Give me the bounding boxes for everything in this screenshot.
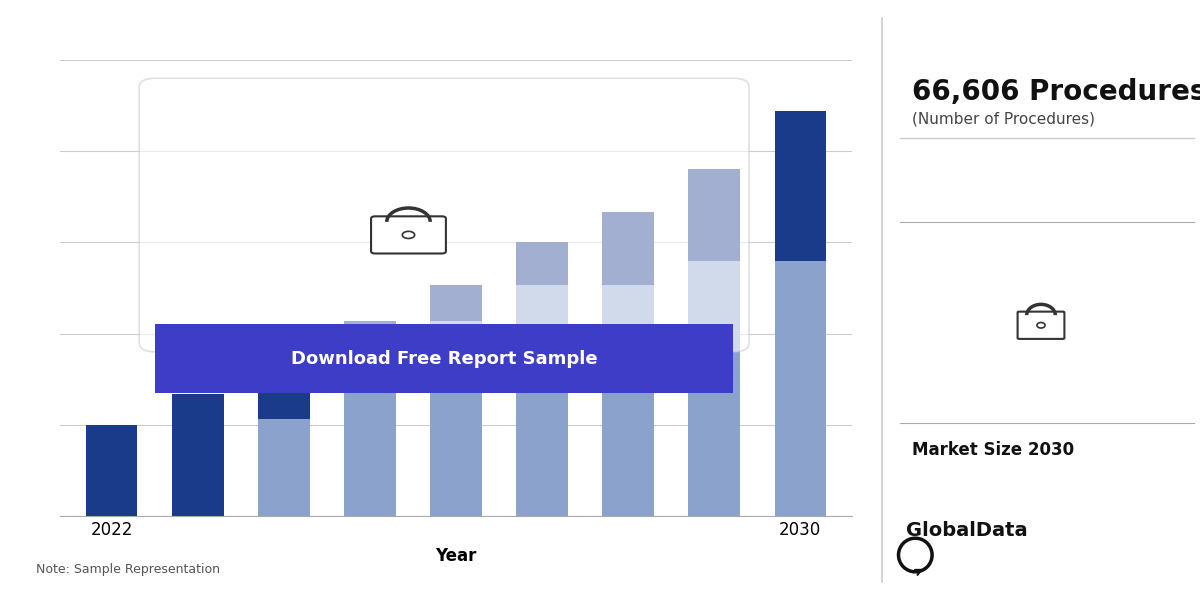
Bar [689,169,740,516]
Text: Market Size 2030: Market Size 2030 [912,441,1074,459]
Bar [774,260,826,516]
Bar [774,111,826,516]
Bar [602,285,654,516]
Bar [344,370,396,516]
Bar [344,322,396,516]
FancyBboxPatch shape [371,217,446,253]
Bar [258,364,310,516]
Bar [86,425,138,516]
Text: 66,606 Procedures: 66,606 Procedures [912,78,1200,106]
Text: GlobalData: GlobalData [906,521,1027,540]
Bar [516,285,568,516]
Bar [258,419,310,516]
FancyBboxPatch shape [155,325,733,393]
X-axis label: Year: Year [436,547,476,565]
Text: (Number of Procedures): (Number of Procedures) [912,111,1096,126]
Bar [430,322,482,516]
Bar [602,212,654,516]
Bar [516,242,568,516]
Circle shape [1037,323,1045,328]
Circle shape [402,232,415,238]
Text: Note: Sample Representation: Note: Sample Representation [36,563,220,576]
Text: Download Free Report Sample: Download Free Report Sample [290,350,598,368]
Bar [172,394,223,516]
FancyBboxPatch shape [139,78,749,352]
Bar [689,260,740,516]
FancyBboxPatch shape [1018,311,1064,339]
Bar [430,285,482,516]
